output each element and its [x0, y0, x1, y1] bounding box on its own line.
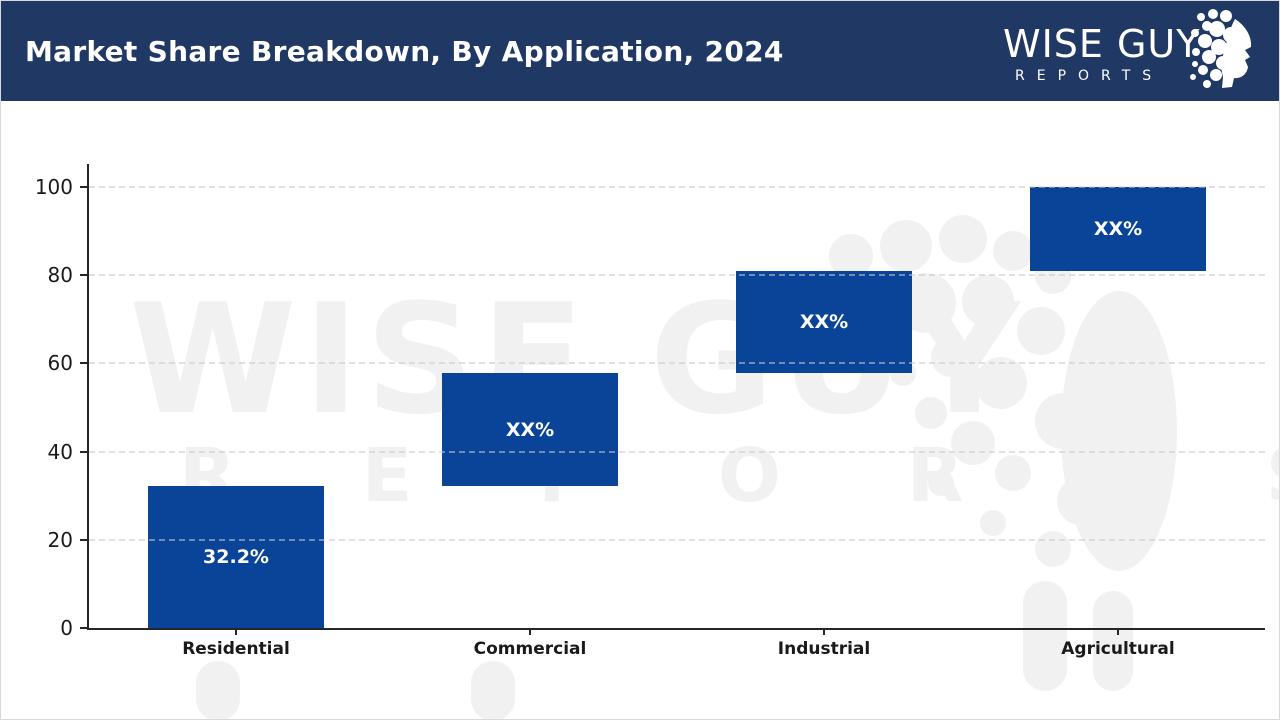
gridline-40	[89, 450, 1265, 453]
logo-dotted-head-icon	[1190, 9, 1252, 88]
plot-area: 0 20 40 60 80 100 32.2% Residential XX% Commercia…	[35, 164, 1265, 659]
y-tick-mark	[80, 186, 87, 188]
y-tick-label: 0	[60, 616, 73, 640]
x-axis-spine	[87, 628, 1265, 630]
bar-industrial: XX%	[736, 270, 912, 374]
bar-value-label: XX%	[505, 418, 555, 441]
x-tick-mark	[823, 628, 825, 635]
bar-commercial: XX%	[442, 373, 618, 486]
gridline-20	[89, 538, 1265, 541]
bar-agricultural: XX%	[1030, 187, 1206, 271]
chart-title: Market Share Breakdown, By Application, …	[25, 34, 784, 68]
bar-value-label: 32.2%	[203, 546, 269, 568]
bar-value-label: XX%	[799, 310, 849, 333]
wise-guy-reports-logo: WISE GUY REPORTS	[995, 7, 1253, 95]
x-tick-mark	[235, 628, 237, 635]
x-tick-label-residential: Residential	[182, 639, 290, 659]
y-axis-spine	[87, 164, 89, 630]
logo-graphic: WISE GUY REPORTS	[1003, 9, 1252, 88]
bar-value-label: XX%	[1093, 217, 1143, 240]
y-tick-mark	[80, 627, 87, 629]
y-tick-label: 100	[34, 175, 73, 199]
y-tick-label: 40	[47, 439, 73, 464]
y-tick-label: 60	[47, 351, 73, 376]
y-tick-label: 80	[47, 263, 73, 288]
y-tick-mark	[80, 274, 87, 277]
logo-line2-text: REPORTS	[1015, 68, 1163, 84]
x-tick-mark	[1117, 628, 1119, 635]
y-tick-mark	[80, 538, 87, 541]
x-tick-label-commercial: Commercial	[473, 639, 587, 659]
gridline-100	[89, 186, 1265, 188]
gridline-60	[89, 362, 1265, 365]
logo-line1-text: WISE GUY	[1003, 22, 1200, 66]
x-tick-mark	[529, 628, 531, 635]
y-tick-label: 20	[47, 527, 73, 552]
bar-residential: 32.2%	[148, 486, 324, 628]
y-tick-mark	[80, 450, 87, 453]
x-tick-label-industrial: Industrial	[777, 639, 871, 659]
header-bar: Market Share Breakdown, By Application, …	[1, 1, 1279, 101]
y-tick-mark	[80, 362, 87, 365]
x-tick-label-agricultural: Agricultural	[1061, 639, 1175, 659]
gridline-80	[89, 274, 1265, 277]
